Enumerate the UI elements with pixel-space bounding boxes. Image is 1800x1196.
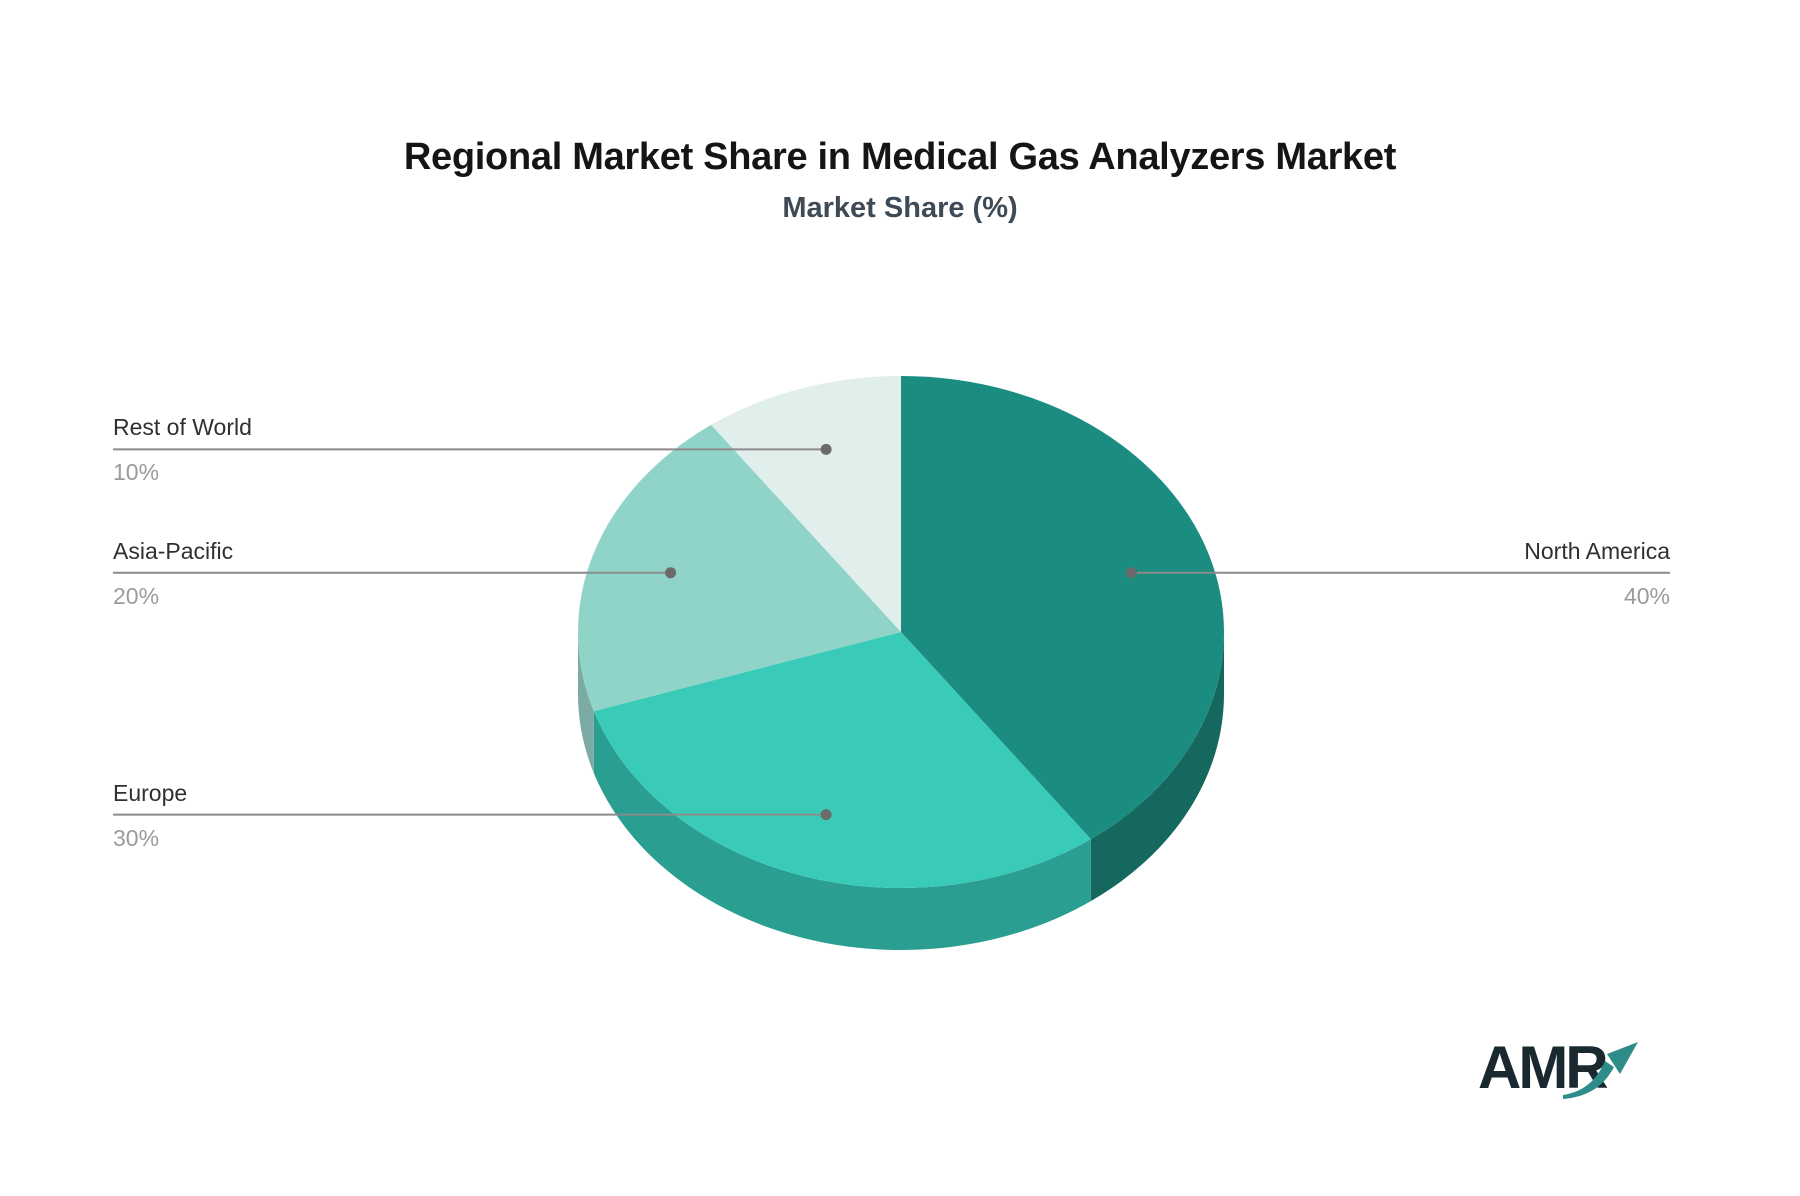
- slice-label: Asia-Pacific: [113, 538, 234, 564]
- callout-dot-rest-of-world: [820, 443, 832, 455]
- amr-logo: AMR: [1478, 1038, 1648, 1108]
- chart-title: Regional Market Share in Medical Gas Ana…: [403, 136, 1397, 178]
- callout-north-america: North America 40%: [1250, 538, 1670, 609]
- pie-wall-europe: [593, 711, 1091, 950]
- pie-wall-north-america: [1090, 632, 1224, 902]
- pie-wall-asia-pacific: [578, 632, 594, 774]
- pie-slice-rest-of-world: [711, 376, 901, 632]
- chart-subtitle: Market Share (%): [782, 192, 1018, 224]
- callout-dot-europe: [820, 809, 832, 821]
- pie-slice-north-america: [901, 376, 1224, 840]
- slice-percentage: 20%: [113, 583, 160, 609]
- pie-slice-europe: [593, 632, 1091, 888]
- slice-percentage: 40%: [1623, 583, 1670, 609]
- slice-percentage: 10%: [113, 459, 160, 485]
- callout-dot-north-america: [1125, 567, 1137, 579]
- callout-dot-asia-pacific: [665, 567, 677, 579]
- slice-label: North America: [1524, 538, 1670, 564]
- slice-label: Rest of World: [113, 414, 252, 440]
- callout-asia-pacific: Asia-Pacific 20%: [113, 538, 533, 609]
- growth-arrow-icon: [1563, 1042, 1638, 1099]
- slice-percentage: 30%: [113, 825, 160, 851]
- pie-slice-asia-pacific: [578, 424, 901, 712]
- callout-europe: Europe 30%: [113, 780, 533, 851]
- callout-rest-of-world: Rest of World 10%: [113, 414, 533, 485]
- slice-label: Europe: [113, 780, 188, 806]
